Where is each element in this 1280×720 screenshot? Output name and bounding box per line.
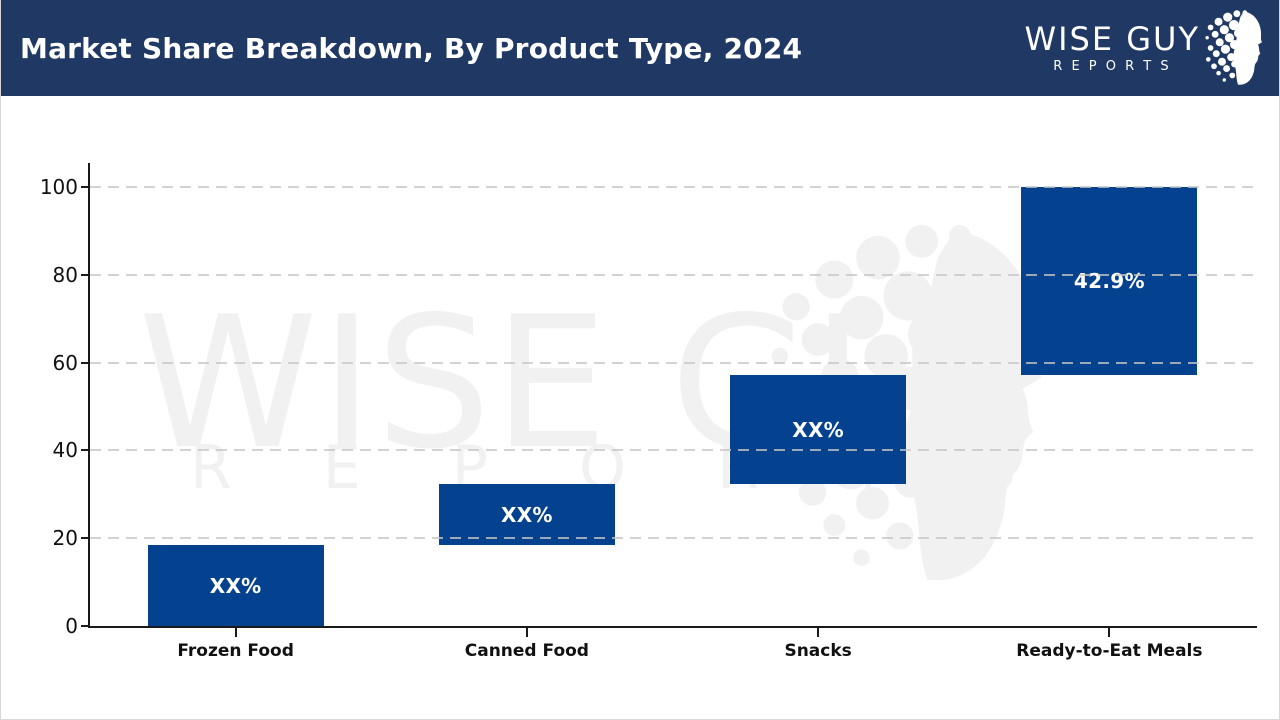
x-tick-frozen-food bbox=[234, 628, 237, 637]
gridline-40 bbox=[90, 449, 1255, 452]
header-bar: Market Share Breakdown, By Product Type,… bbox=[0, 0, 1280, 96]
bar-ready-to-eat-meals: 42.9% bbox=[1021, 187, 1198, 376]
gridline-20 bbox=[90, 537, 1255, 540]
gridline-80 bbox=[90, 273, 1255, 276]
wiseguy-face-icon bbox=[1205, 10, 1262, 85]
logo-text-reports: R E P O R T S bbox=[1053, 59, 1172, 74]
y-tick-60 bbox=[81, 361, 90, 364]
x-tick-ready-to-eat-meals bbox=[1108, 628, 1111, 637]
x-tick-label-ready-to-eat-meals: Ready-to-Eat Meals bbox=[1016, 641, 1203, 661]
y-tick-20 bbox=[81, 537, 90, 540]
bar-snacks: XX% bbox=[730, 375, 907, 485]
gridline-100 bbox=[90, 186, 1255, 188]
y-tick-label-80: 80 bbox=[52, 262, 78, 287]
y-tick-label-0: 0 bbox=[65, 614, 78, 638]
y-tick-label-40: 40 bbox=[52, 438, 78, 463]
y-tick-label-60: 60 bbox=[52, 350, 78, 375]
y-tick-label-100: 100 bbox=[39, 175, 78, 199]
y-axis bbox=[88, 163, 90, 628]
bar-value-label-frozen-food: XX% bbox=[209, 573, 262, 598]
bar-value-label-snacks: XX% bbox=[792, 417, 845, 442]
y-tick-100 bbox=[81, 186, 90, 188]
x-tick-label-canned-food: Canned Food bbox=[464, 641, 589, 661]
y-tick-80 bbox=[81, 273, 90, 276]
x-tick-snacks bbox=[817, 628, 820, 637]
bar-frozen-food: XX% bbox=[147, 545, 324, 626]
x-tick-label-frozen-food: Frozen Food bbox=[177, 641, 294, 661]
y-tick-label-20: 20 bbox=[52, 526, 78, 551]
gridline-60 bbox=[90, 361, 1255, 364]
chart-canvas: WISE GUY R E P O R T S 0 20 40 60 80 100 XX% Fr… bbox=[0, 96, 1280, 720]
x-tick-canned-food bbox=[525, 628, 528, 637]
page-title: Market Share Breakdown, By Product Type,… bbox=[20, 31, 803, 65]
y-tick-40 bbox=[81, 449, 90, 452]
y-tick-0 bbox=[81, 625, 90, 627]
logo-wordmark: WISE GUY R E P O R T S bbox=[1024, 23, 1200, 73]
wiseguy-logo: WISE GUY R E P O R T S bbox=[1024, 8, 1266, 88]
x-tick-label-snacks: Snacks bbox=[784, 641, 852, 661]
bar-value-label-ready-to-eat-meals: 42.9% bbox=[1073, 269, 1145, 294]
x-axis bbox=[88, 626, 1257, 628]
bar-value-label-canned-food: XX% bbox=[500, 502, 553, 527]
logo-text-wiseguy: WISE GUY bbox=[1024, 20, 1200, 58]
bar-canned-food: XX% bbox=[438, 484, 615, 546]
